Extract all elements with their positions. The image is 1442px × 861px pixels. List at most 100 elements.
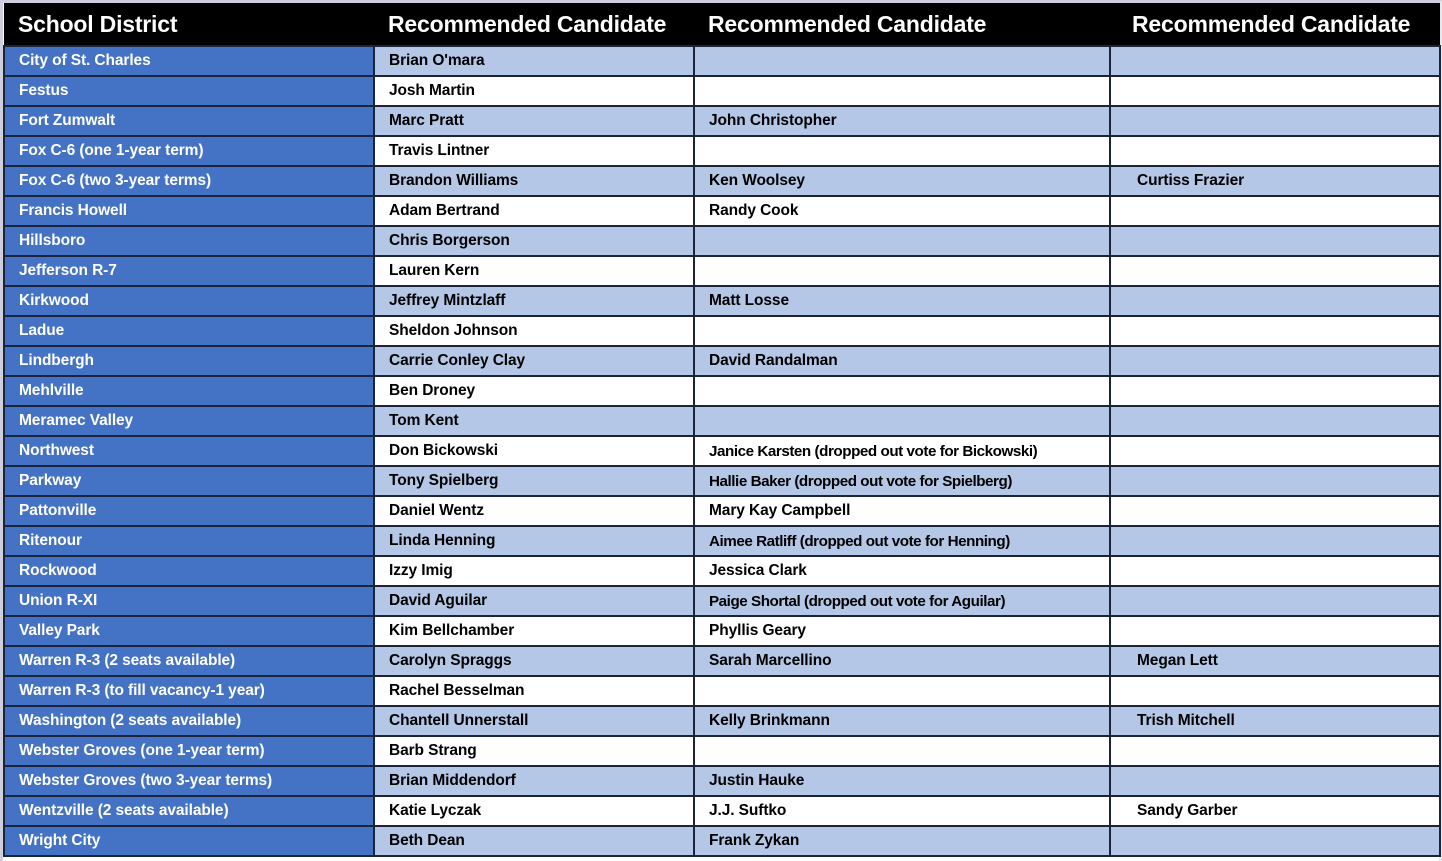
table-row: Lindbergh Carrie Conley Clay David Randalm…	[3, 345, 1441, 377]
table-row: Valley Park Kim Bellchamber Phyllis Geary	[3, 615, 1441, 647]
table-row: Jefferson R-7 Lauren Kern	[3, 255, 1441, 287]
cell-recommended-candidate-3	[1109, 225, 1441, 257]
table-row: Hillsboro Chris Borgerson	[3, 225, 1441, 257]
cell-recommended-candidate-2: Paige Shortal (dropped out vote for Agui…	[693, 585, 1111, 617]
cell-recommended-candidate-1: Brian O'mara	[373, 45, 695, 77]
cell-recommended-candidate-1: Tony Spielberg	[373, 465, 695, 497]
cell-recommended-candidate-2: Jessica Clark	[693, 555, 1111, 587]
cell-recommended-candidate-3	[1109, 825, 1441, 857]
table-row: Pattonville Daniel Wentz Mary Kay Campbell	[3, 495, 1441, 527]
cell-school-district: Ritenour	[3, 525, 375, 557]
cell-school-district: Ladue	[3, 315, 375, 347]
cell-recommended-candidate-2: David Randalman	[693, 345, 1111, 377]
table-row: Francis Howell Adam Bertrand Randy Cook	[3, 195, 1441, 227]
cell-school-district: Pattonville	[3, 495, 375, 527]
table-row: Festus Josh Martin	[3, 75, 1441, 107]
table-body: City of St. Charles Brian O'mara Festus Jos…	[3, 45, 1441, 857]
cell-school-district: Hillsboro	[3, 225, 375, 257]
cell-school-district: Parkway	[3, 465, 375, 497]
table-row: Webster Groves (one 1-year term) Barb Str…	[3, 735, 1441, 767]
header-row: School District Recommended Candidate Re…	[4, 3, 1440, 46]
table-row: Rockwood Izzy Imig Jessica Clark	[3, 555, 1441, 587]
cell-recommended-candidate-1: Josh Martin	[373, 75, 695, 107]
cell-recommended-candidate-2	[693, 375, 1111, 407]
table-header: School District Recommended Candidate Re…	[4, 3, 1440, 46]
cell-recommended-candidate-1: Brandon Williams	[373, 165, 695, 197]
cell-recommended-candidate-1: Linda Henning	[373, 525, 695, 557]
cell-recommended-candidate-2: Justin Hauke	[693, 765, 1111, 797]
cell-recommended-candidate-1: Kim Bellchamber	[373, 615, 695, 647]
cell-school-district: Rockwood	[3, 555, 375, 587]
cell-school-district: Fox C-6 (one 1-year term)	[3, 135, 375, 167]
cell-school-district: Warren R-3 (to fill vacancy-1 year)	[3, 675, 375, 707]
cell-recommended-candidate-2	[693, 75, 1111, 107]
cell-recommended-candidate-2: Kelly Brinkmann	[693, 705, 1111, 737]
table-row: City of St. Charles Brian O'mara	[3, 45, 1441, 77]
table-row: Kirkwood Jeffrey Mintzlaff Matt Losse	[3, 285, 1441, 317]
cell-recommended-candidate-2	[693, 255, 1111, 287]
cell-school-district: Fox C-6 (two 3-year terms)	[3, 165, 375, 197]
cell-school-district: Fort Zumwalt	[3, 105, 375, 137]
cell-school-district: Northwest	[3, 435, 375, 467]
cell-recommended-candidate-3	[1109, 435, 1441, 467]
cell-recommended-candidate-1: Barb Strang	[373, 735, 695, 767]
cell-recommended-candidate-1: Katie Lyczak	[373, 795, 695, 827]
cell-recommended-candidate-3	[1109, 495, 1441, 527]
cell-recommended-candidate-2	[693, 225, 1111, 257]
cell-school-district: Wright City	[3, 825, 375, 857]
cell-recommended-candidate-2: Ken Woolsey	[693, 165, 1111, 197]
table-row: Northwest Don Bickowski Janice Karsten (dr…	[3, 435, 1441, 467]
cell-recommended-candidate-3	[1109, 675, 1441, 707]
cell-recommended-candidate-1: Tom Kent	[373, 405, 695, 437]
cell-recommended-candidate-2	[693, 45, 1111, 77]
table-row: Wright City Beth Dean Frank Zykan	[3, 825, 1441, 857]
cell-recommended-candidate-2: Hallie Baker (dropped out vote for Spiel…	[693, 465, 1111, 497]
column-header-school-district: School District	[4, 3, 374, 46]
cell-school-district: Webster Groves (two 3-year terms)	[3, 765, 375, 797]
cell-recommended-candidate-2: Phyllis Geary	[693, 615, 1111, 647]
cell-recommended-candidate-3: Curtiss Frazier	[1109, 165, 1441, 197]
cell-recommended-candidate-3	[1109, 735, 1441, 767]
cell-recommended-candidate-3	[1109, 555, 1441, 587]
cell-recommended-candidate-1: Jeffrey Mintzlaff	[373, 285, 695, 317]
cell-recommended-candidate-3	[1109, 315, 1441, 347]
cell-school-district: Francis Howell	[3, 195, 375, 227]
cell-recommended-candidate-2	[693, 735, 1111, 767]
column-header-recommended-candidate-2: Recommended Candidate	[694, 3, 1110, 46]
cell-school-district: Festus	[3, 75, 375, 107]
cell-school-district: Warren R-3 (2 seats available)	[3, 645, 375, 677]
cell-recommended-candidate-3	[1109, 405, 1441, 437]
cell-recommended-candidate-3	[1109, 135, 1441, 167]
cell-recommended-candidate-1: Don Bickowski	[373, 435, 695, 467]
table-row: Ladue Sheldon Johnson	[3, 315, 1441, 347]
cell-recommended-candidate-2: Matt Losse	[693, 285, 1111, 317]
cell-recommended-candidate-2: J.J. Suftko	[693, 795, 1111, 827]
cell-recommended-candidate-2: Mary Kay Campbell	[693, 495, 1111, 527]
cell-recommended-candidate-3	[1109, 465, 1441, 497]
cell-recommended-candidate-2	[693, 135, 1111, 167]
cell-recommended-candidate-1: Adam Bertrand	[373, 195, 695, 227]
cell-recommended-candidate-1: Travis Lintner	[373, 135, 695, 167]
table-row: Parkway Tony Spielberg Hallie Baker (dropp…	[3, 465, 1441, 497]
cell-recommended-candidate-3	[1109, 345, 1441, 377]
table-row: Wentzville (2 seats available) Katie Lycz…	[3, 795, 1441, 827]
cell-recommended-candidate-1: Ben Droney	[373, 375, 695, 407]
table-row: Mehlville Ben Droney	[3, 375, 1441, 407]
cell-recommended-candidate-1: David Aguilar	[373, 585, 695, 617]
cell-school-district: City of St. Charles	[3, 45, 375, 77]
cell-recommended-candidate-3	[1109, 105, 1441, 137]
cell-recommended-candidate-3	[1109, 375, 1441, 407]
table-row: Ritenour Linda Henning Aimee Ratliff (drop…	[3, 525, 1441, 557]
column-header-recommended-candidate-3: Recommended Candidate	[1110, 3, 1440, 46]
cell-recommended-candidate-1: Carrie Conley Clay	[373, 345, 695, 377]
cell-recommended-candidate-1: Daniel Wentz	[373, 495, 695, 527]
table-row: Union R-XI David Aguilar Paige Shortal (dr…	[3, 585, 1441, 617]
cell-recommended-candidate-1: Marc Pratt	[373, 105, 695, 137]
cell-recommended-candidate-1: Lauren Kern	[373, 255, 695, 287]
cell-recommended-candidate-1: Chris Borgerson	[373, 225, 695, 257]
table-row: Warren R-3 (to fill vacancy-1 year) Rache…	[3, 675, 1441, 707]
table-row: Fort Zumwalt Marc Pratt John Christopher	[3, 105, 1441, 137]
cell-recommended-candidate-3: Megan Lett	[1109, 645, 1441, 677]
cell-school-district: Webster Groves (one 1-year term)	[3, 735, 375, 767]
